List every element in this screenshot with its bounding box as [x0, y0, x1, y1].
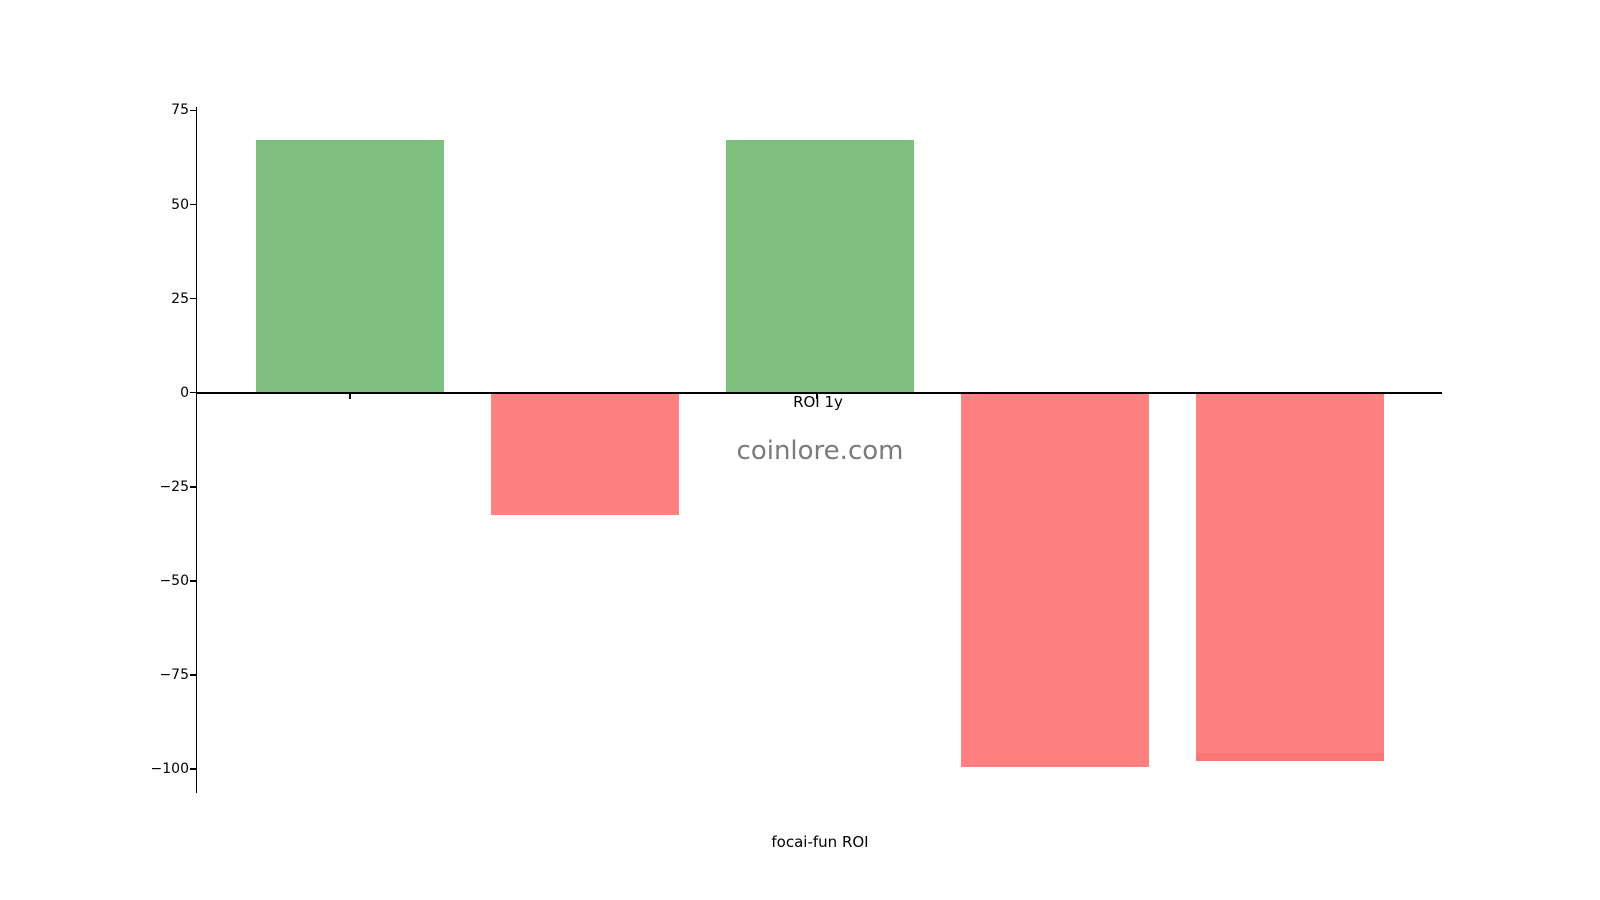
x-axis-title: focai-fun ROI: [771, 833, 869, 851]
bar-4: [961, 392, 1149, 768]
y-tick-label: −75: [159, 666, 189, 683]
y-tick-label: −100: [150, 761, 189, 777]
y-axis-spine: [195, 107, 198, 793]
y-tick-label: 75: [171, 102, 189, 119]
y-tick-mark: [190, 674, 197, 676]
y-tick-label: −25: [159, 478, 189, 495]
y-tick-label: 50: [171, 196, 189, 213]
y-tick-mark: [190, 768, 197, 770]
y-tick-label: 25: [171, 290, 189, 307]
y-tick-mark: [190, 297, 197, 300]
y-tick-mark: [190, 485, 197, 488]
y-tick-label: 0: [180, 384, 189, 401]
coinlore-watermark: coinlore.com: [736, 436, 904, 466]
xtick-label-roi-1y: ROI 1y: [793, 392, 843, 411]
bar-5: [1196, 392, 1384, 762]
bar-overlap-strip: [1196, 752, 1384, 762]
x-tick-mark: [816, 393, 818, 399]
y-tick-mark: [190, 580, 197, 582]
y-tick-mark: [190, 391, 197, 394]
bar-1: [256, 139, 444, 393]
y-tick-mark: [190, 109, 197, 112]
bar-3: [726, 139, 914, 393]
zero-baseline: [197, 391, 1442, 394]
bar-2: [491, 392, 679, 515]
y-tick-mark: [190, 203, 197, 206]
y-tick-label: −50: [159, 572, 189, 589]
x-tick-mark: [349, 393, 351, 399]
